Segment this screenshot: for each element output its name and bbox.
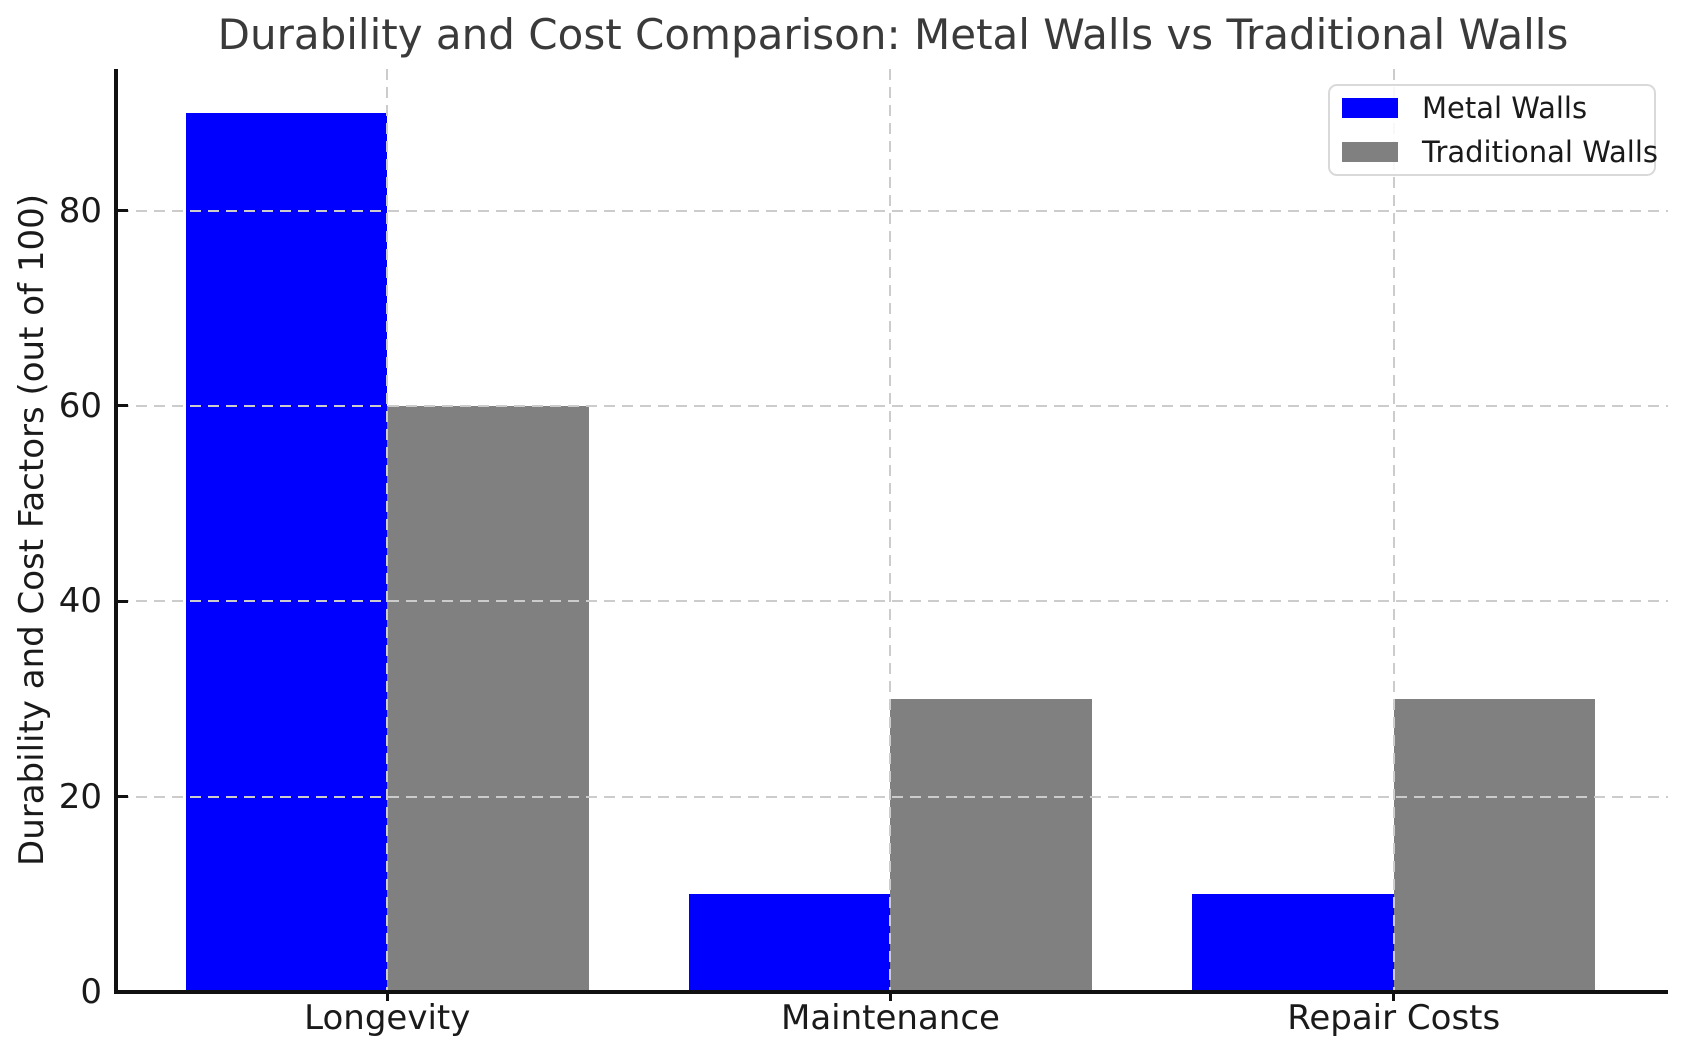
- plot-area: [118, 69, 1668, 992]
- x-tick-label-repair-costs: Repair Costs: [1287, 998, 1501, 1038]
- y-axis-spine: [114, 69, 118, 994]
- x-tick-mark-longevity: [385, 993, 389, 1001]
- legend-label-metal-walls: Metal Walls: [1422, 91, 1588, 125]
- legend-swatch-metal-walls-icon: [1342, 98, 1398, 118]
- y-axis-label: Durability and Cost Factors (out of 100): [12, 194, 52, 866]
- gridline-x-maintenance: [889, 69, 892, 992]
- chart-title: Durability and Cost Comparison: Metal Wa…: [217, 10, 1569, 59]
- bar-metal-walls-maintenance: [689, 894, 891, 992]
- y-tick-mark-40: [118, 599, 128, 603]
- bar-traditional-walls-maintenance: [890, 698, 1092, 992]
- y-tick-mark-80: [118, 209, 128, 213]
- x-tick-label-maintenance: Maintenance: [780, 998, 1000, 1038]
- gridline-y-40: [118, 600, 1668, 603]
- gridline-y-60: [118, 404, 1668, 407]
- legend-label-traditional-walls: Traditional Walls: [1422, 135, 1659, 169]
- legend: Metal Walls Traditional Walls: [1328, 84, 1658, 176]
- y-tick-mark-20: [118, 795, 128, 799]
- gridline-y-20: [118, 795, 1668, 798]
- legend-item-traditional-walls: Traditional Walls: [1342, 135, 1658, 169]
- x-axis-spine: [114, 990, 1668, 994]
- legend-item-metal-walls: Metal Walls: [1342, 91, 1642, 125]
- gridline-x-repair-costs: [1392, 69, 1395, 992]
- y-tick-mark-60: [118, 404, 128, 408]
- y-tick-label-60: 60: [58, 385, 102, 426]
- bar-traditional-walls-longevity: [387, 405, 589, 992]
- x-tick-label-longevity: Longevity: [304, 998, 471, 1038]
- bar-metal-walls-longevity: [185, 112, 388, 992]
- x-tick-mark-maintenance: [888, 993, 892, 1001]
- y-tick-label-0: 0: [80, 972, 102, 1012]
- y-tick-label-80: 80: [58, 190, 102, 231]
- gridline-x-longevity: [386, 69, 389, 992]
- x-tick-mark-repair-costs: [1392, 993, 1396, 1001]
- bar-traditional-walls-repair-costs: [1393, 698, 1596, 992]
- gridline-y-80: [118, 209, 1668, 212]
- y-tick-label-40: 40: [58, 581, 102, 622]
- y-tick-label-20: 20: [58, 776, 102, 817]
- legend-swatch-traditional-walls-icon: [1342, 142, 1398, 162]
- bar-metal-walls-repair-costs: [1192, 894, 1394, 992]
